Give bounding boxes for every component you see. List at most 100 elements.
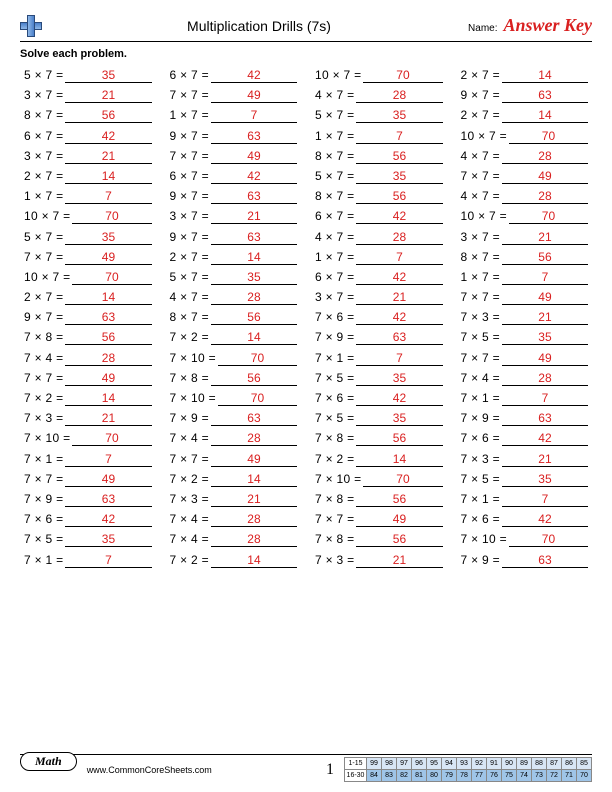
problem-expression: 6 × 7 = bbox=[24, 129, 63, 143]
problem-cell: 10 × 7 = 70 bbox=[24, 209, 152, 224]
problem-answer: 49 bbox=[65, 371, 151, 386]
problem-expression: 3 × 7 = bbox=[24, 88, 63, 102]
problem-answer: 63 bbox=[211, 189, 297, 204]
problem-answer: 28 bbox=[211, 431, 297, 446]
problem-expression: 7 × 7 = bbox=[170, 88, 209, 102]
problem-answer: 21 bbox=[502, 230, 588, 245]
problem-cell: 7 × 10 = 70 bbox=[315, 472, 443, 487]
problem-cell: 9 × 7 = 63 bbox=[170, 189, 298, 204]
problem-cell: 7 × 1 = 7 bbox=[24, 553, 152, 568]
problem-cell: 7 × 9 = 63 bbox=[461, 553, 589, 568]
problem-cell: 7 × 9 = 63 bbox=[461, 411, 589, 426]
problem-answer: 21 bbox=[211, 492, 297, 507]
problem-answer: 63 bbox=[211, 230, 297, 245]
worksheet-title: Multiplication Drills (7s) bbox=[50, 18, 468, 34]
problem-answer: 14 bbox=[211, 250, 297, 265]
problem-cell: 7 × 5 = 35 bbox=[461, 472, 589, 487]
problem-cell: 7 × 7 = 49 bbox=[315, 512, 443, 527]
problem-answer: 56 bbox=[356, 149, 442, 164]
problem-answer: 49 bbox=[65, 472, 151, 487]
problem-cell: 1 × 7 = 7 bbox=[315, 129, 443, 144]
score-value: 96 bbox=[412, 758, 427, 770]
problem-cell: 2 × 7 = 14 bbox=[461, 108, 589, 123]
problem-answer: 49 bbox=[502, 290, 588, 305]
problem-expression: 10 × 7 = bbox=[461, 129, 507, 143]
score-grid: 1-15999897969594939291908988878685 16-30… bbox=[344, 757, 592, 782]
problem-cell: 9 × 7 = 63 bbox=[24, 310, 152, 325]
problem-expression: 7 × 4 = bbox=[24, 351, 63, 365]
problem-cell: 7 × 6 = 42 bbox=[24, 512, 152, 527]
problem-expression: 7 × 4 = bbox=[170, 532, 209, 546]
problem-expression: 7 × 7 = bbox=[461, 169, 500, 183]
problem-cell: 7 × 8 = 56 bbox=[170, 371, 298, 386]
problem-cell: 7 × 3 = 21 bbox=[315, 553, 443, 568]
problem-answer: 42 bbox=[211, 169, 297, 184]
problem-answer: 56 bbox=[65, 108, 151, 123]
problem-cell: 7 × 10 = 70 bbox=[170, 391, 298, 406]
problem-answer: 7 bbox=[65, 452, 151, 467]
problem-cell: 5 × 7 = 35 bbox=[315, 169, 443, 184]
problem-expression: 7 × 7 = bbox=[24, 371, 63, 385]
problem-answer: 21 bbox=[502, 452, 588, 467]
problem-expression: 7 × 5 = bbox=[461, 330, 500, 344]
problem-expression: 3 × 7 = bbox=[461, 230, 500, 244]
problem-answer: 63 bbox=[502, 553, 588, 568]
problem-answer: 49 bbox=[211, 88, 297, 103]
problem-cell: 7 × 7 = 49 bbox=[461, 351, 589, 366]
problem-expression: 2 × 7 = bbox=[461, 108, 500, 122]
problem-expression: 5 × 7 = bbox=[315, 169, 354, 183]
problem-expression: 7 × 8 = bbox=[315, 431, 354, 445]
problem-expression: 2 × 7 = bbox=[170, 250, 209, 264]
score-value: 85 bbox=[577, 758, 592, 770]
score-value: 71 bbox=[562, 770, 577, 782]
problem-answer: 7 bbox=[502, 492, 588, 507]
problem-cell: 1 × 7 = 7 bbox=[170, 108, 298, 123]
score-value: 93 bbox=[457, 758, 472, 770]
problem-expression: 7 × 8 = bbox=[170, 371, 209, 385]
problem-answer: 21 bbox=[356, 290, 442, 305]
problem-cell: 7 × 5 = 35 bbox=[315, 411, 443, 426]
problem-answer: 7 bbox=[356, 250, 442, 265]
problem-answer: 63 bbox=[65, 492, 151, 507]
problem-answer: 63 bbox=[65, 310, 151, 325]
problem-answer: 14 bbox=[211, 330, 297, 345]
problem-answer: 35 bbox=[65, 68, 151, 83]
problem-answer: 7 bbox=[356, 129, 442, 144]
problem-cell: 7 × 5 = 35 bbox=[315, 371, 443, 386]
problem-expression: 7 × 10 = bbox=[170, 351, 216, 365]
problem-expression: 3 × 7 = bbox=[170, 209, 209, 223]
problem-cell: 7 × 6 = 42 bbox=[315, 391, 443, 406]
problem-expression: 7 × 3 = bbox=[24, 411, 63, 425]
problem-expression: 8 × 7 = bbox=[461, 250, 500, 264]
problem-cell: 5 × 7 = 35 bbox=[170, 270, 298, 285]
problem-answer: 70 bbox=[72, 270, 151, 285]
problem-grid: 5 × 7 = 35 6 × 7 = 42 10 × 7 = 70 2 × 7 = 1… bbox=[20, 68, 592, 568]
problem-cell: 6 × 7 = 42 bbox=[315, 270, 443, 285]
problem-expression: 4 × 7 = bbox=[461, 149, 500, 163]
problem-cell: 10 × 7 = 70 bbox=[315, 68, 443, 83]
problem-answer: 7 bbox=[502, 270, 588, 285]
problem-cell: 3 × 7 = 21 bbox=[24, 149, 152, 164]
problem-answer: 14 bbox=[211, 553, 297, 568]
problem-cell: 7 × 3 = 21 bbox=[461, 452, 589, 467]
score-range-label: 16-30 bbox=[345, 770, 367, 782]
problem-answer: 49 bbox=[65, 250, 151, 265]
problem-answer: 28 bbox=[65, 351, 151, 366]
problem-cell: 10 × 7 = 70 bbox=[24, 270, 152, 285]
problem-cell: 4 × 7 = 28 bbox=[170, 290, 298, 305]
problem-cell: 7 × 2 = 14 bbox=[170, 330, 298, 345]
problem-cell: 7 × 7 = 49 bbox=[170, 149, 298, 164]
problem-cell: 2 × 7 = 14 bbox=[24, 290, 152, 305]
problem-cell: 7 × 9 = 63 bbox=[170, 411, 298, 426]
problem-expression: 7 × 10 = bbox=[170, 391, 216, 405]
problem-expression: 2 × 7 = bbox=[24, 290, 63, 304]
problem-answer: 28 bbox=[211, 532, 297, 547]
problem-expression: 7 × 1 = bbox=[315, 351, 354, 365]
problem-cell: 7 × 8 = 56 bbox=[315, 431, 443, 446]
problem-expression: 5 × 7 = bbox=[170, 270, 209, 284]
problem-cell: 1 × 7 = 7 bbox=[24, 189, 152, 204]
problem-answer: 70 bbox=[509, 129, 588, 144]
problem-answer: 35 bbox=[356, 169, 442, 184]
problem-expression: 4 × 7 = bbox=[461, 189, 500, 203]
problem-answer: 14 bbox=[65, 290, 151, 305]
